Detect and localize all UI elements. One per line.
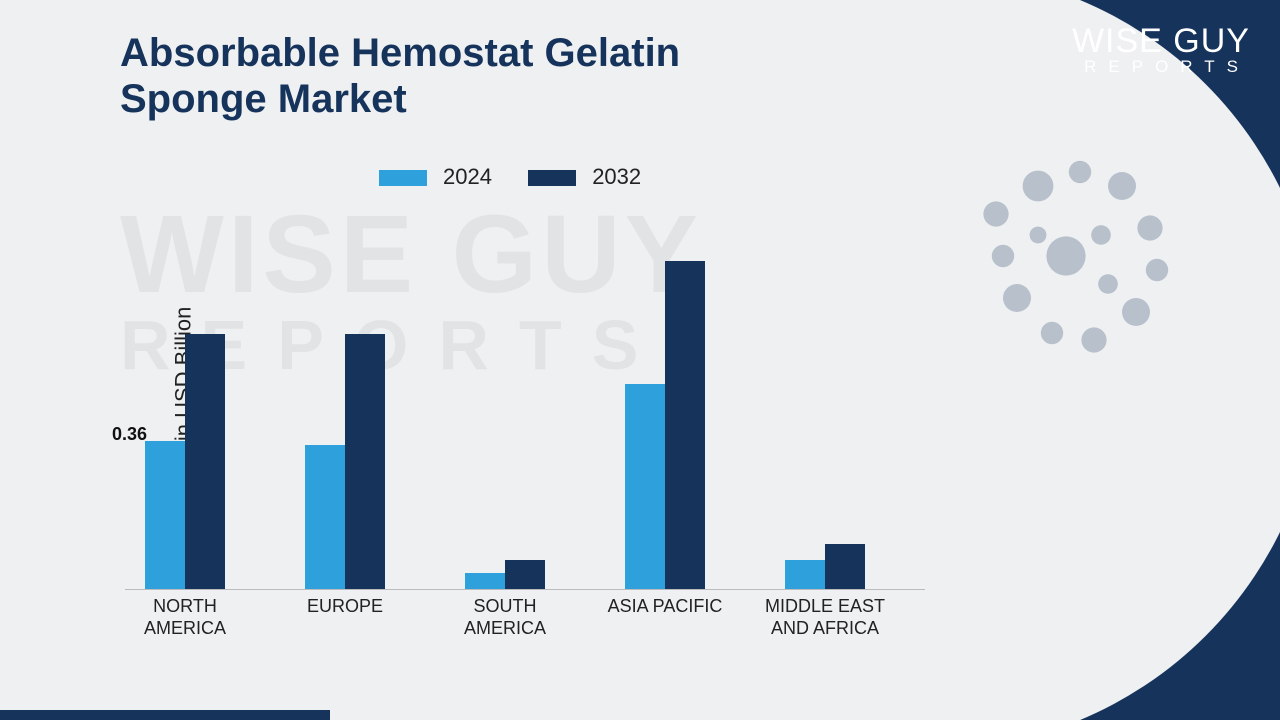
bottom-accent-bar: [0, 710, 330, 720]
bar-2024: [145, 441, 185, 589]
bar-2032: [505, 560, 545, 589]
bar-2032: [825, 544, 865, 589]
legend-label-2032: 2032: [592, 164, 641, 189]
decorative-head-dots-icon: [940, 130, 1220, 410]
brand-line2: REPORTS: [1072, 57, 1250, 77]
bar-2032: [185, 334, 225, 589]
bar-2032: [345, 334, 385, 589]
legend-swatch-2032: [528, 170, 576, 186]
bar-2024: [465, 573, 505, 589]
category-label: EUROPE: [280, 596, 410, 618]
bar-2024: [305, 445, 345, 589]
category-label: ASIA PACIFIC: [600, 596, 730, 618]
chart-area: Market Size in USD Billion 2024 2032 0.3…: [55, 170, 935, 700]
brand-line1: WISE GUY: [1072, 22, 1250, 61]
category-label: NORTH AMERICA: [120, 596, 250, 639]
chart-canvas: WISE GUY REPORTS Absorbable Hemostat Gel…: [0, 0, 1280, 720]
bar-value-label: 0.36: [87, 424, 147, 445]
bar-2024: [785, 560, 825, 589]
bar-2024: [625, 384, 665, 589]
chart-title: Absorbable Hemostat Gelatin Sponge Marke…: [120, 30, 820, 122]
legend-swatch-2024: [379, 170, 427, 186]
bar-2032: [665, 261, 705, 589]
category-label: MIDDLE EAST AND AFRICA: [760, 596, 890, 639]
plot-area: 0.36NORTH AMERICAEUROPESOUTH AMERICAASIA…: [125, 200, 925, 590]
legend-label-2024: 2024: [443, 164, 492, 189]
legend: 2024 2032: [55, 164, 935, 190]
category-label: SOUTH AMERICA: [440, 596, 570, 639]
brand-logo: WISE GUY REPORTS: [1072, 22, 1250, 77]
